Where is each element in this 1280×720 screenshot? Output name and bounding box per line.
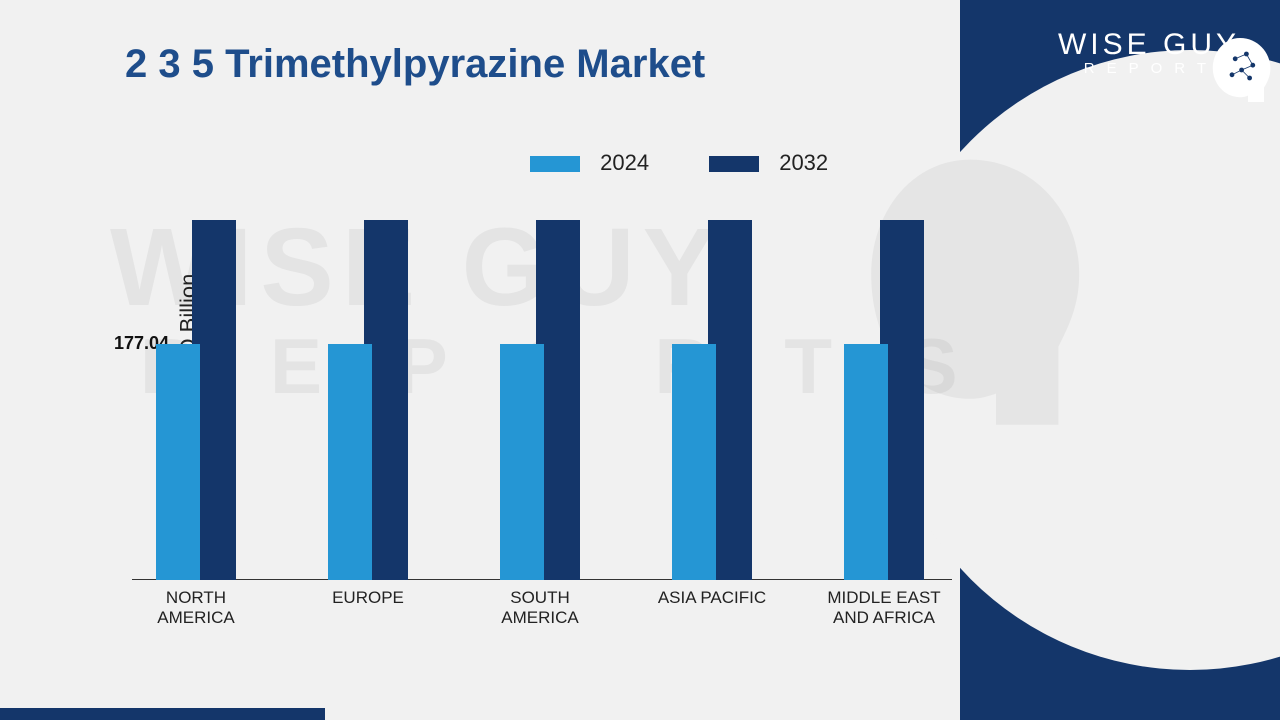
- bar-group: SOUTH AMERICA: [500, 180, 580, 580]
- bar-group: ASIA PACIFIC: [672, 180, 752, 580]
- legend: 2024 2032: [530, 150, 828, 176]
- bar-group: NORTH AMERICA: [156, 180, 236, 580]
- bar: [672, 344, 716, 580]
- legend-swatch-2032: [709, 156, 759, 172]
- brand-head-icon: [1200, 30, 1280, 110]
- legend-label-2024: 2024: [600, 150, 649, 175]
- bar-group: EUROPE: [328, 180, 408, 580]
- category-label: EUROPE: [298, 588, 438, 608]
- chart-title: 2 3 5 Trimethylpyrazine Market: [125, 42, 705, 87]
- bar-group: MIDDLE EAST AND AFRICA: [844, 180, 924, 580]
- bar: [328, 344, 372, 580]
- chart-area: Market Size in USD Billion 2024 2032 NOR…: [60, 150, 960, 710]
- legend-item-2032: 2032: [709, 150, 828, 176]
- category-label: ASIA PACIFIC: [642, 588, 782, 608]
- bar: [844, 344, 888, 580]
- chart-canvas: 2 3 5 Trimethylpyrazine Market WISE GUY …: [0, 0, 1280, 720]
- category-label: MIDDLE EAST AND AFRICA: [814, 588, 954, 629]
- category-label: SOUTH AMERICA: [470, 588, 610, 629]
- bar: [500, 344, 544, 580]
- plot-area: NORTH AMERICA EUROPE SOUTH AMERICA ASIA PAC…: [132, 180, 952, 580]
- bar: [156, 344, 200, 580]
- legend-swatch-2024: [530, 156, 580, 172]
- category-label: NORTH AMERICA: [126, 588, 266, 629]
- legend-label-2032: 2032: [779, 150, 828, 175]
- legend-item-2024: 2024: [530, 150, 649, 176]
